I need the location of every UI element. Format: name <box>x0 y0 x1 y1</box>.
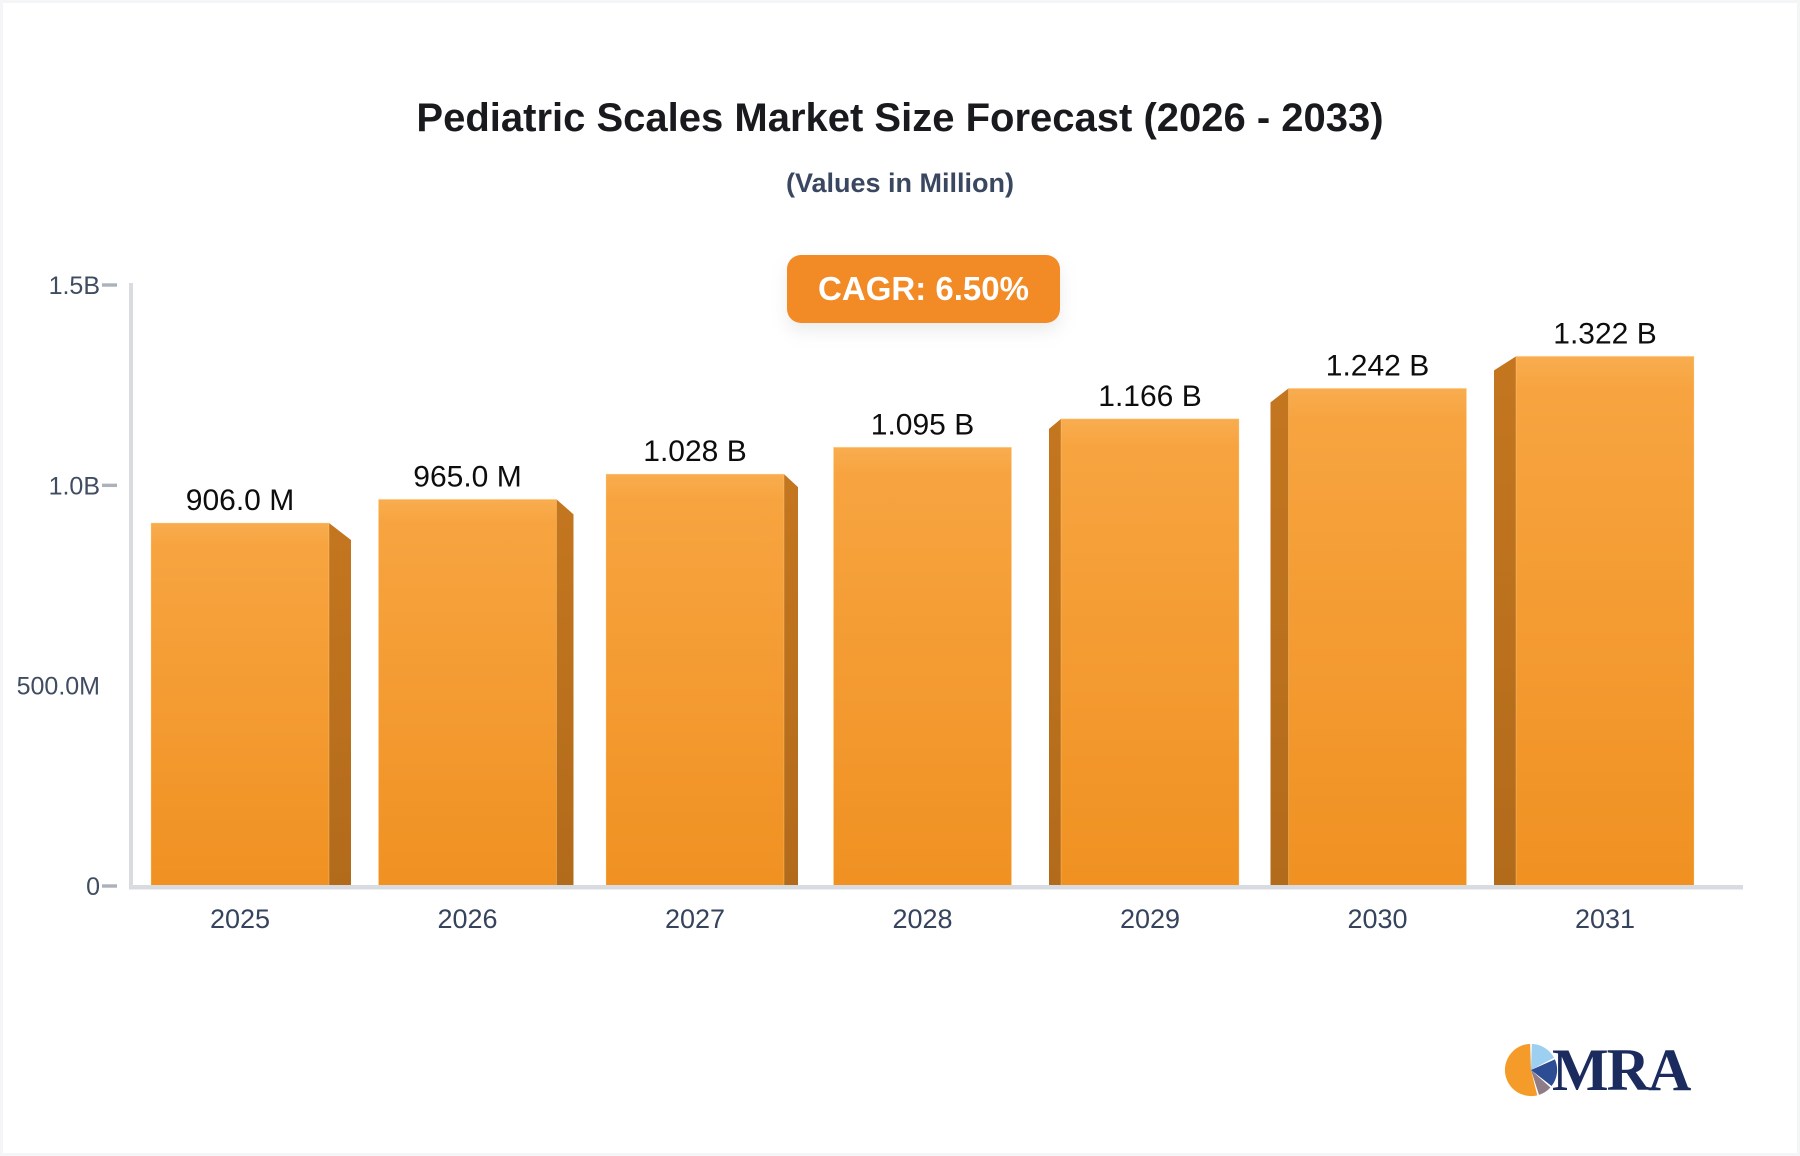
bar-side-2031 <box>1494 356 1516 886</box>
x-axis-label-2029: 2029 <box>1120 904 1180 934</box>
bar-value-label-2030: 1.242 B <box>1326 349 1429 382</box>
bar-2028[interactable] <box>833 446 1012 887</box>
bar-value-label-2031: 1.322 B <box>1553 317 1656 350</box>
bar-2027[interactable] <box>605 473 785 887</box>
bar-side-2027 <box>784 474 798 886</box>
bar-value-label-2028: 1.095 B <box>871 408 974 441</box>
bar-2029[interactable] <box>1060 418 1240 887</box>
y-tick-mark <box>102 283 117 287</box>
y-tick-mark <box>102 884 117 888</box>
y-axis-label: 0 <box>86 873 100 901</box>
x-axis-label-2028: 2028 <box>892 904 952 934</box>
bar-side-2029 <box>1049 418 1061 886</box>
chart-subtitle: (Values in Million) <box>785 168 1015 198</box>
y-axis-label: 500.0M <box>17 673 100 701</box>
bar-value-label-2025: 906.0 M <box>186 484 294 517</box>
bar-side-2026 <box>556 499 574 886</box>
bar-side-2030 <box>1270 388 1289 886</box>
x-axis-baseline <box>129 885 1743 890</box>
x-axis-label-2025: 2025 <box>210 904 270 934</box>
x-axis-label-2031: 2031 <box>1575 904 1635 934</box>
bar-2026[interactable] <box>378 498 557 887</box>
y-axis-line <box>129 283 133 888</box>
y-tick-mark <box>102 483 117 488</box>
bar-side-2025 <box>329 522 351 886</box>
bar-value-label-2026: 965.0 M <box>413 460 521 493</box>
y-axis-label: 1.5B <box>49 272 100 300</box>
bar-2025[interactable] <box>150 522 330 887</box>
x-axis-label-2026: 2026 <box>437 904 497 934</box>
cagr-badge-label: CAGR: 6.50% <box>818 270 1029 307</box>
bar-2030[interactable] <box>1288 387 1467 887</box>
mra-logo[interactable]: MRA <box>1502 1037 1691 1103</box>
chart-title: Pediatric Scales Market Size Forecast (2… <box>416 96 1384 140</box>
plot-area: 0 500.0M 1.0B 1.5B 906.0 M 2025 965.0 M 2026 1.0… <box>17 272 1743 934</box>
x-axis-label-2030: 2030 <box>1347 904 1407 934</box>
mra-pie-icon <box>1504 1043 1558 1097</box>
cagr-badge[interactable]: CAGR: 6.50% <box>787 255 1060 323</box>
bar-value-label-2029: 1.166 B <box>1098 380 1201 413</box>
bar-2031[interactable] <box>1515 355 1695 887</box>
x-axis-label-2027: 2027 <box>665 904 725 934</box>
y-axis-label: 1.0B <box>49 472 100 500</box>
mra-logo-text: MRA <box>1552 1037 1691 1103</box>
bar-value-label-2027: 1.028 B <box>643 435 746 468</box>
